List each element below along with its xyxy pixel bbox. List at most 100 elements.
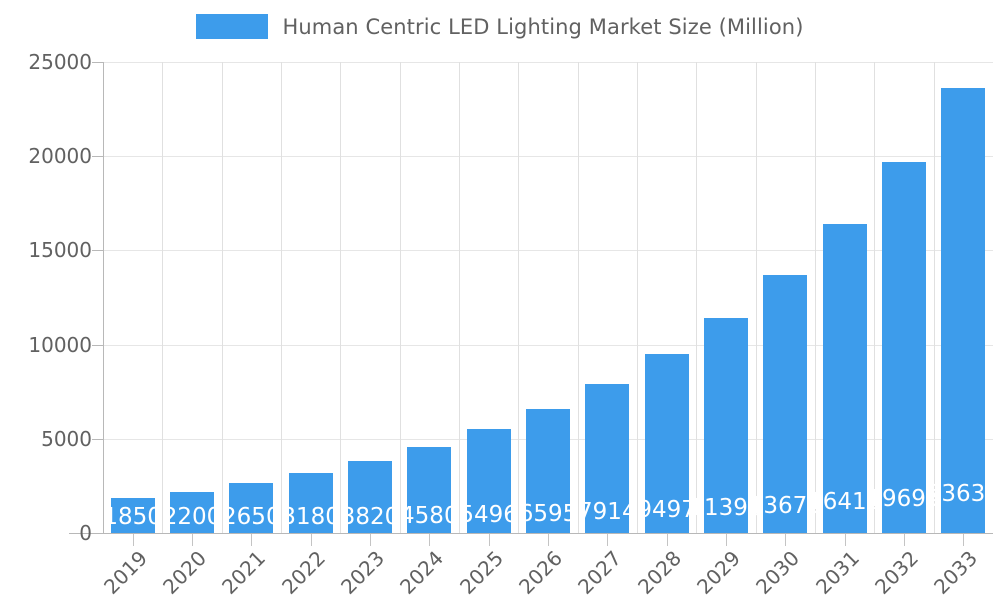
gridline-vertical xyxy=(637,62,638,533)
x-axis-line xyxy=(69,533,993,534)
bar-slot: 13675 xyxy=(749,62,822,533)
bar-2033[interactable] xyxy=(941,87,986,533)
bar-2027[interactable] xyxy=(585,383,630,533)
y-axis-line xyxy=(103,62,104,533)
y-tick-mark xyxy=(92,62,103,63)
bar-2020[interactable] xyxy=(169,491,214,533)
y-tick-mark xyxy=(92,345,103,346)
x-tick-mark xyxy=(192,534,193,546)
bar-slot: 5496 xyxy=(459,62,518,533)
bar-2032[interactable] xyxy=(881,161,926,533)
bar-2023[interactable] xyxy=(347,461,392,533)
bar-slot: 6595 xyxy=(518,62,577,533)
bar-value-label-2031: 16412 xyxy=(808,489,882,516)
bar-slot: 3180 xyxy=(281,62,340,533)
bar-value-label-2022: 3180 xyxy=(281,504,340,530)
bar-value-label-2023: 3820 xyxy=(340,503,400,530)
x-tick-label-2021: 2021 xyxy=(217,545,271,599)
x-tick-mark xyxy=(251,534,252,546)
bar-2024[interactable] xyxy=(407,446,452,533)
bar-2030[interactable] xyxy=(763,275,808,533)
gridline-horizontal xyxy=(103,156,993,157)
x-tick-mark xyxy=(133,534,134,546)
x-tick-mark xyxy=(489,534,490,546)
bar-value-label-2030: 13675 xyxy=(748,492,822,519)
x-tick-mark xyxy=(726,534,727,546)
gridline-vertical xyxy=(400,62,401,533)
bar-slot: 16412 xyxy=(808,62,881,533)
bar-value-label-2026: 6595 xyxy=(518,500,578,527)
gridline-vertical xyxy=(459,62,460,533)
x-tick-label-2033: 2033 xyxy=(929,545,983,599)
x-tick-label-2027: 2027 xyxy=(573,545,627,599)
y-tick-mark xyxy=(92,156,103,157)
x-tick-label-2020: 2020 xyxy=(158,545,212,599)
chart-legend: Human Centric LED Lighting Market Size (… xyxy=(0,14,1000,39)
bar-value-label-2029: 11396 xyxy=(689,495,763,522)
x-tick-label-2022: 2022 xyxy=(276,545,330,599)
bar-slot: 2650 xyxy=(222,62,281,533)
bar-2022[interactable] xyxy=(288,473,333,533)
bar-value-label-2021: 2650 xyxy=(222,504,281,530)
legend-swatch-series-1[interactable] xyxy=(196,14,269,39)
x-tick-label-2030: 2030 xyxy=(751,545,805,599)
gridline-vertical xyxy=(934,62,935,533)
bar-value-label-2025: 5496 xyxy=(459,501,518,528)
y-tick-label: 25000 xyxy=(28,50,92,74)
gridline-vertical xyxy=(696,62,697,533)
x-tick-label-2025: 2025 xyxy=(454,545,508,599)
gridline-vertical xyxy=(756,62,757,533)
x-tick-label-2023: 2023 xyxy=(336,545,390,599)
gridline-vertical xyxy=(815,62,816,533)
bar-slot: 9497 xyxy=(637,62,696,533)
gridline-horizontal xyxy=(103,250,993,251)
y-tick-mark xyxy=(92,533,103,534)
bar-2025[interactable] xyxy=(466,429,511,533)
bar-2021[interactable] xyxy=(229,483,274,533)
x-tick-mark xyxy=(904,534,905,546)
bar-slot: 19695 xyxy=(867,62,941,533)
y-tick-label: 5000 xyxy=(41,427,92,451)
bar-value-label-2027: 7914 xyxy=(578,499,637,526)
x-tick-mark xyxy=(311,534,312,546)
bar-slot: 4580 xyxy=(400,62,459,533)
bar-2028[interactable] xyxy=(644,354,689,533)
plot-area: 1850 2200 2650 3180 3820 4580 5496 6595 7914 9497… xyxy=(103,62,993,533)
bar-value-label-2032: 19695 xyxy=(867,485,941,512)
bar-slot: 1850 xyxy=(103,62,162,533)
bar-2026[interactable] xyxy=(525,408,570,533)
x-tick-mark xyxy=(785,534,786,546)
gridline-vertical xyxy=(518,62,519,533)
x-tick-mark xyxy=(607,534,608,546)
gridline-horizontal xyxy=(103,345,993,346)
gridline-vertical xyxy=(281,62,282,533)
y-tick-label: 15000 xyxy=(28,238,92,262)
bar-value-label-2024: 4580 xyxy=(400,502,459,529)
gridline-vertical xyxy=(340,62,341,533)
bar-slot: 7914 xyxy=(578,62,637,533)
x-tick-mark xyxy=(963,534,964,546)
x-tick-label-2028: 2028 xyxy=(632,545,686,599)
gridline-vertical xyxy=(578,62,579,533)
x-tick-label-2026: 2026 xyxy=(514,545,568,599)
x-tick-mark xyxy=(667,534,668,546)
y-tick-label: 10000 xyxy=(28,333,92,357)
bar-2031[interactable] xyxy=(822,223,867,533)
legend-label-series-1[interactable]: Human Centric LED Lighting Market Size (… xyxy=(282,14,804,39)
gridline-horizontal xyxy=(103,62,993,63)
gridline-vertical xyxy=(162,62,163,533)
bar-slot: 23632 xyxy=(927,62,993,533)
x-tick-mark xyxy=(548,534,549,546)
bar-slot: 2200 xyxy=(162,62,221,533)
y-tick-mark xyxy=(92,250,103,251)
bar-2029[interactable] xyxy=(703,318,748,533)
bar-value-label-2033: 23632 xyxy=(926,481,993,508)
bar-value-label-2019: 1850 xyxy=(103,504,162,530)
bar-2019[interactable] xyxy=(110,498,155,533)
y-tick-label: 0 xyxy=(79,521,92,545)
bar-value-label-2020: 2200 xyxy=(162,504,222,530)
bar-slot: 3820 xyxy=(340,62,399,533)
x-tick-label-2019: 2019 xyxy=(98,545,152,599)
gridline-vertical xyxy=(874,62,875,533)
